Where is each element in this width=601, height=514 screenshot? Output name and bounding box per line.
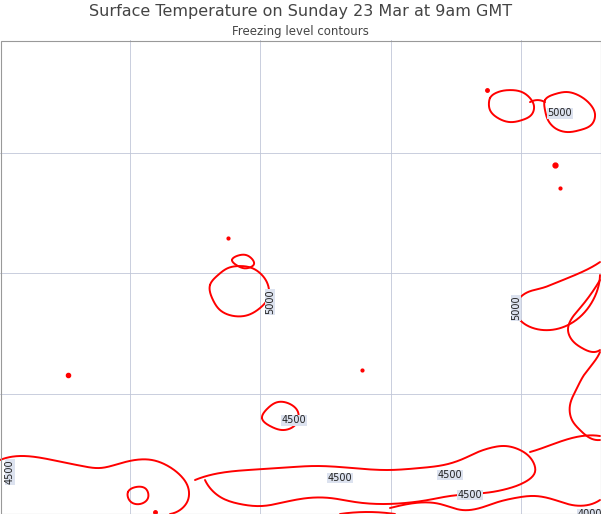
Text: Freezing level contours: Freezing level contours bbox=[232, 25, 369, 38]
Text: 4500: 4500 bbox=[438, 470, 462, 480]
Text: 4500: 4500 bbox=[458, 490, 483, 500]
Text: 5000: 5000 bbox=[548, 108, 572, 118]
Text: 4000: 4000 bbox=[578, 509, 601, 514]
Text: 4500: 4500 bbox=[282, 415, 307, 425]
Text: 4500: 4500 bbox=[5, 460, 15, 484]
Text: 4500: 4500 bbox=[328, 473, 352, 483]
Text: Surface Temperature on Sunday 23 Mar at 9am GMT: Surface Temperature on Sunday 23 Mar at … bbox=[89, 4, 512, 19]
Text: 5000: 5000 bbox=[265, 290, 275, 315]
Text: 5000: 5000 bbox=[511, 296, 521, 320]
